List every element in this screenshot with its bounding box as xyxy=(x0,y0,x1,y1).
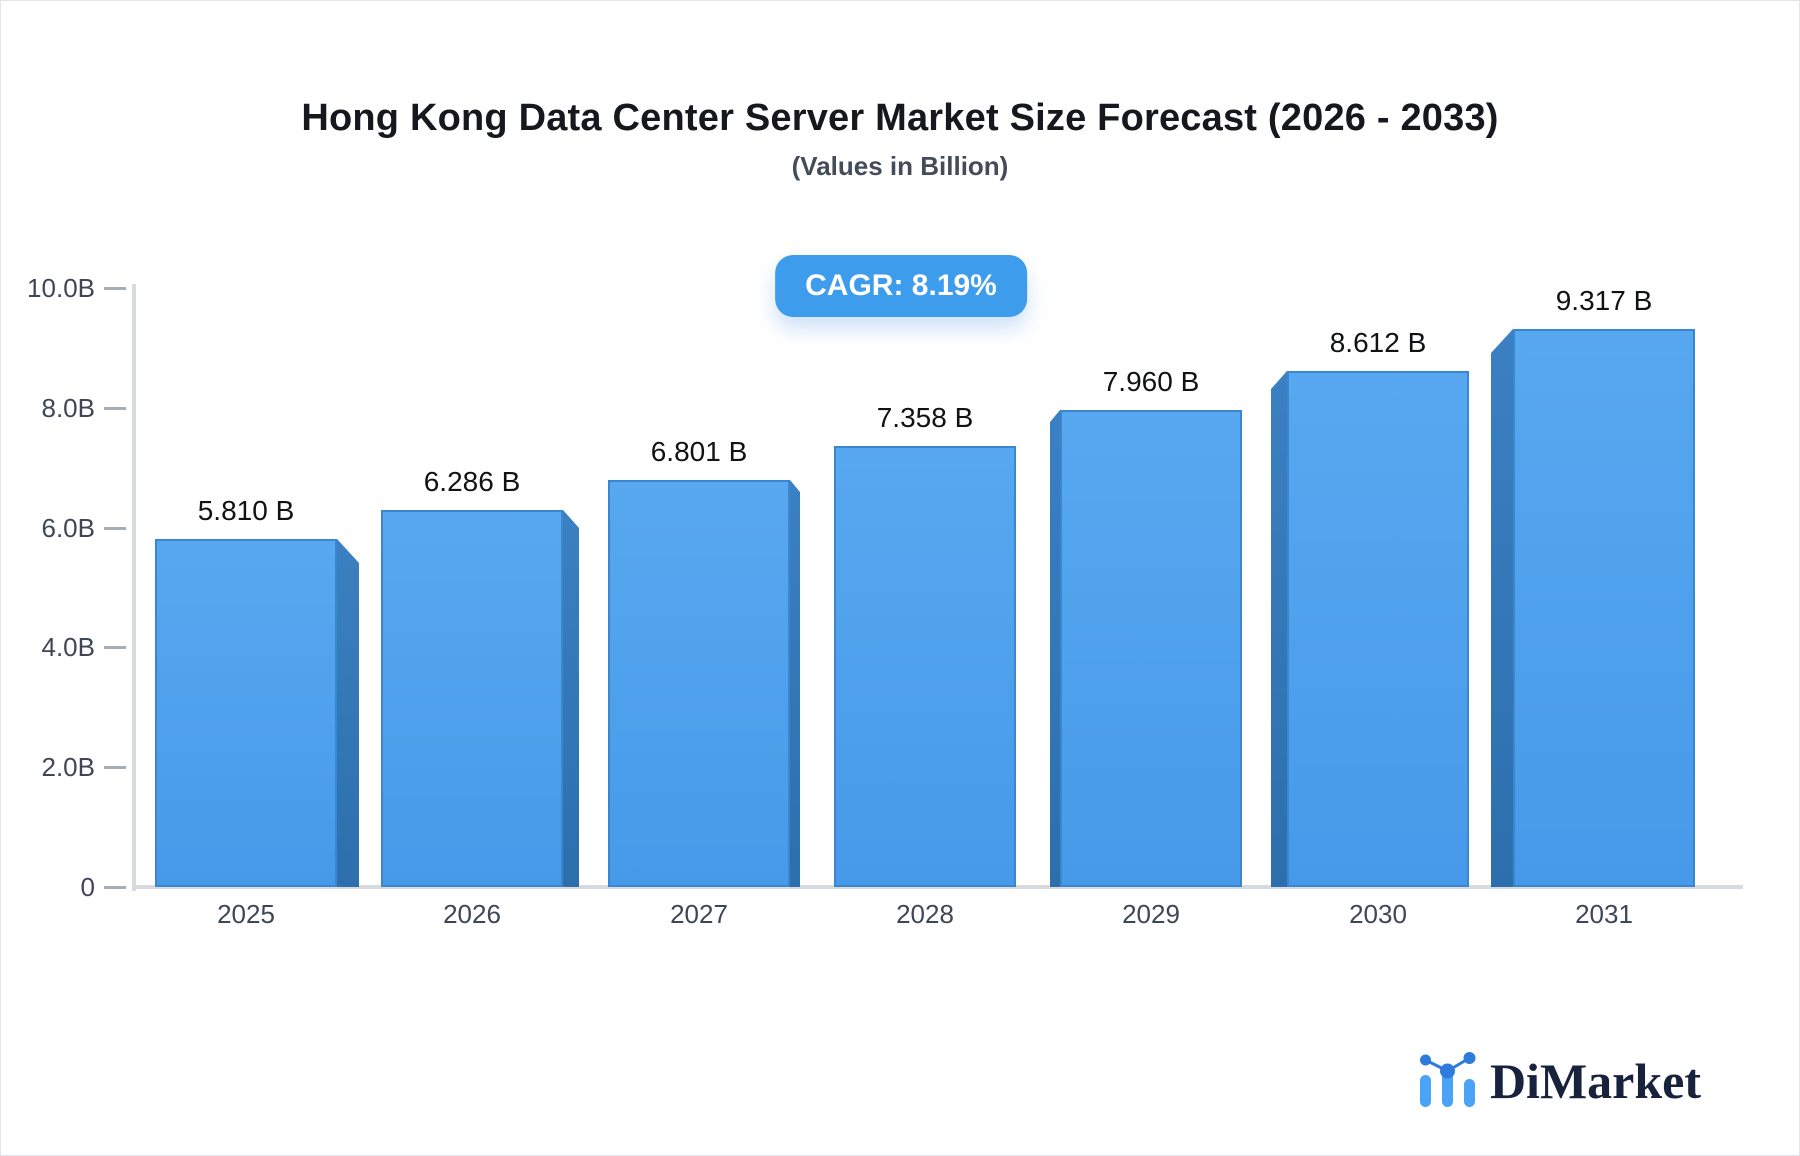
chart-subtitle: (Values in Billion) xyxy=(791,151,1009,181)
y-axis-tick-label: 2.0B xyxy=(41,752,96,782)
y-axis-tick-dash xyxy=(104,886,126,889)
x-axis-label: 2025 xyxy=(217,899,275,929)
bar-side-face xyxy=(790,480,800,887)
bar-side-face xyxy=(337,539,359,887)
x-axis-label: 2027 xyxy=(670,899,728,929)
x-axis-label: 2028 xyxy=(896,899,954,929)
x-axis-label: 2026 xyxy=(443,899,501,929)
bar-chart: 5.810 B 6.286 B 6.801 B 7.358 B 7.960 B 8.612… xyxy=(132,284,1743,891)
bar xyxy=(155,539,337,887)
y-axis-tick-label: 4.0B xyxy=(41,632,96,662)
bar-value-label: 7.358 B xyxy=(876,402,974,433)
x-axis-baseline xyxy=(132,885,1743,889)
bar xyxy=(381,510,563,887)
y-axis-line xyxy=(132,284,136,891)
bar-side-face xyxy=(1491,329,1513,887)
bar xyxy=(1287,371,1469,887)
bar xyxy=(1060,410,1242,887)
bar-value-label: 6.286 B xyxy=(423,466,521,497)
cagr-badge: CAGR: 8.19% xyxy=(775,255,1027,317)
bar xyxy=(608,480,790,887)
bar-value-label: 8.612 B xyxy=(1329,327,1427,358)
bar-side-face xyxy=(563,510,579,887)
y-axis-tick-dash xyxy=(104,287,126,290)
y-axis-tick-dash xyxy=(104,407,126,410)
x-axis-label: 2030 xyxy=(1349,899,1407,929)
chart-title: Hong Kong Data Center Server Market Size… xyxy=(301,97,1499,139)
bar-side-face xyxy=(1050,410,1060,887)
bar xyxy=(1513,329,1695,887)
y-axis-tick-label: 6.0B xyxy=(41,513,96,543)
y-axis-tick-dash xyxy=(104,646,126,649)
bar-value-label: 7.960 B xyxy=(1102,366,1200,397)
x-axis-label: 2029 xyxy=(1122,899,1180,929)
bar-side-face xyxy=(1271,371,1287,887)
mini-bar-chart-icon xyxy=(1416,1045,1478,1107)
y-axis-tick-label: 0 xyxy=(80,872,95,902)
bar-value-label: 9.317 B xyxy=(1555,285,1653,316)
y-axis-tick-dash xyxy=(104,527,126,530)
bar-value-label: 5.810 B xyxy=(197,495,295,526)
bar-value-label: 6.801 B xyxy=(650,436,748,467)
brand-logo: DiMarket xyxy=(1416,1045,1701,1107)
y-axis-tick-dash xyxy=(104,766,126,769)
y-axis-tick-label: 10.0B xyxy=(27,273,95,303)
logo-text: DiMarket xyxy=(1489,1053,1701,1109)
bar xyxy=(834,446,1016,887)
y-axis-tick-label: 8.0B xyxy=(41,393,96,423)
x-axis-label: 2031 xyxy=(1575,899,1633,929)
